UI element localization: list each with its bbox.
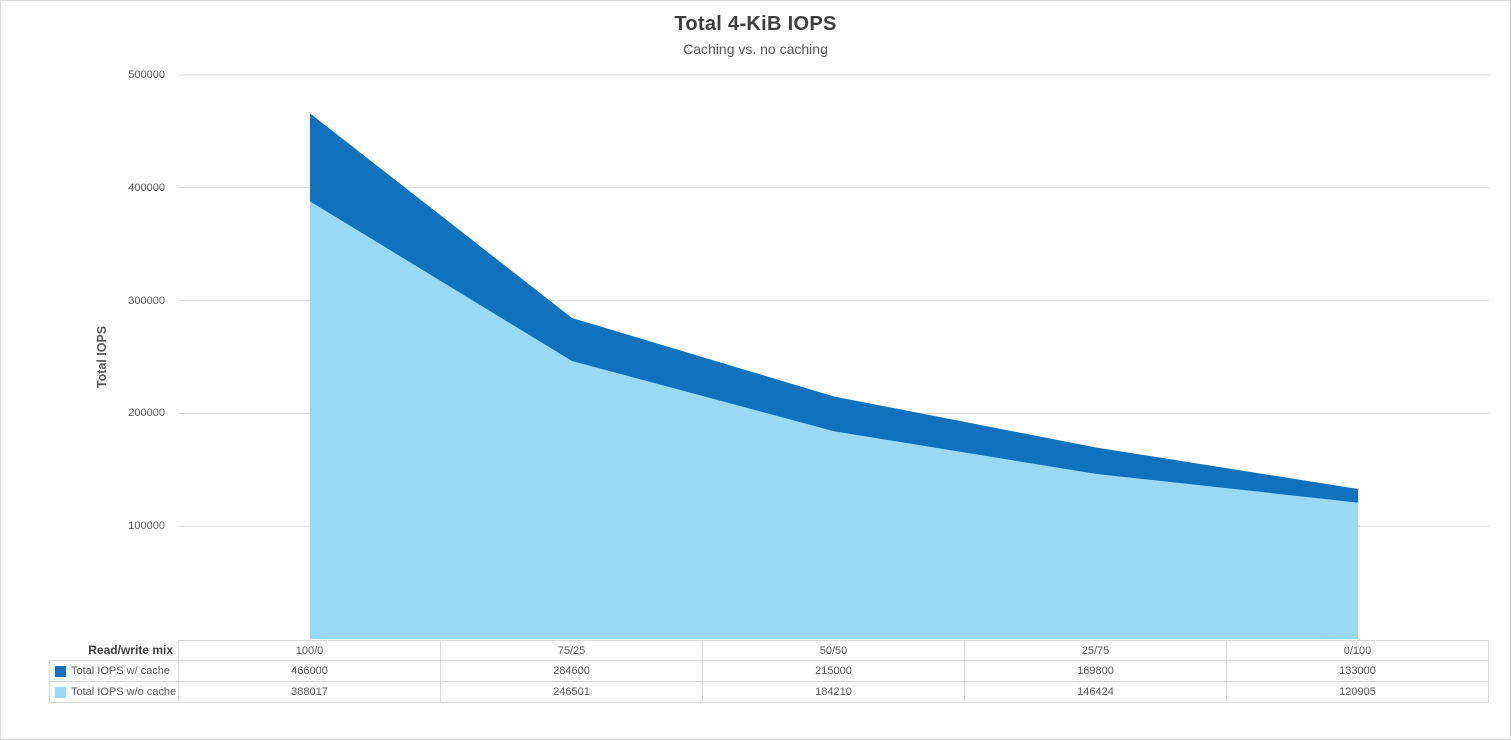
value-cell: 215000: [703, 661, 965, 682]
value-cell: 184210: [703, 682, 965, 703]
y-tick-label: 200000: [128, 407, 165, 420]
legend-key-w-cache-icon: [55, 665, 66, 677]
x-axis-title: Read/write mix: [49, 640, 179, 661]
category-cell: 100/0: [179, 640, 441, 661]
value-cell: 146424: [965, 682, 1227, 703]
value-cell: 133000: [1227, 661, 1489, 682]
legend-item-w-cache: Total IOPS w/ cache: [49, 661, 179, 682]
value-cell: 388017: [179, 682, 441, 703]
legend-label: Total IOPS w/o cache: [71, 686, 177, 698]
value-cell: 284600: [441, 661, 703, 682]
legend-key-wo-cache-icon: [55, 686, 66, 698]
chart-title: Total 4-KiB IOPS: [674, 13, 837, 35]
y-tick-label: 400000: [128, 181, 165, 194]
legend-item-wo-cache: Total IOPS w/o cache: [49, 682, 179, 703]
area-series-wo-cache: [310, 201, 1358, 639]
y-axis-title: Total IOPS: [95, 325, 109, 389]
y-tick-label: 300000: [128, 294, 165, 307]
y-tick-label: 100000: [128, 520, 165, 533]
chart-subtitle: Caching vs. no caching: [683, 41, 828, 57]
value-cell: 169800: [965, 661, 1227, 682]
y-tick-label: 500000: [128, 69, 165, 81]
category-cell: 0/100: [1227, 640, 1489, 661]
value-cell: 246501: [441, 682, 703, 703]
category-cell: 25/75: [965, 640, 1227, 661]
value-cell: 120905: [1227, 682, 1489, 703]
category-cell: 50/50: [703, 640, 965, 661]
value-cell: 466000: [179, 661, 441, 682]
legend-label: Total IOPS w/ cache: [71, 665, 171, 677]
category-cell: 75/25: [441, 640, 703, 661]
data-table: Read/write mix 100/0 75/25 50/50 25/75 0…: [49, 640, 1489, 703]
